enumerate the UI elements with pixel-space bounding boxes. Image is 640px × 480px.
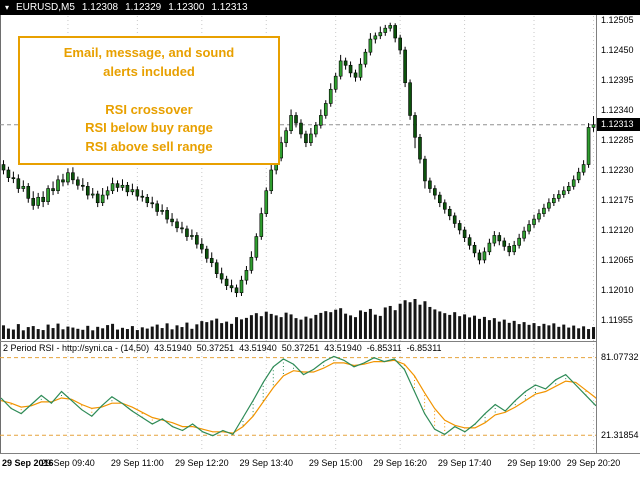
- rsi-axis-label: 81.07732: [601, 352, 639, 363]
- rsi-indicator-name: 2 Period RSI - http://syni.ca - (14,50): [3, 343, 150, 353]
- price-axis-label: 1.11955: [601, 314, 633, 325]
- time-axis-label: 29 Sep 17:40: [437, 458, 492, 468]
- price-axis-label: 1.12395: [601, 74, 634, 85]
- price-axis[interactable]: 1.12313 1.12505 1.12450 1.12395 1.12340 1.12…: [596, 15, 640, 453]
- alert-box-line: Email, message, and sound: [63, 45, 235, 60]
- ohlc-low-value: 1.12300: [168, 2, 205, 13]
- symbol-timeframe-label: EURUSD,M5: [16, 2, 75, 13]
- rsi-signal-line: [0, 359, 597, 434]
- alert-box-line: [28, 82, 270, 101]
- price-axis-label: 1.12120: [601, 224, 634, 235]
- volume-histogram: [1, 299, 596, 339]
- price-axis-label: 1.12175: [601, 194, 634, 205]
- price-axis-label: 1.12450: [601, 44, 634, 55]
- ohlc-close-value: 1.12313: [211, 2, 248, 13]
- rsi-indicator-value: -6.85311: [406, 343, 442, 353]
- chart-symbol-icon: ▾: [5, 3, 10, 12]
- rsi-indicator-value: -6.85311: [366, 343, 402, 353]
- time-axis-label: 29 Sep 11:00: [110, 458, 164, 468]
- rsi-indicator-value: 43.51940: [324, 343, 362, 353]
- time-axis-label: 29 Sep 16:20: [373, 458, 427, 468]
- rsi-indicator-value: 43.51940: [154, 343, 192, 353]
- candlesticks: [1, 22, 596, 298]
- alert-box-line: RSI above sell range: [85, 139, 213, 155]
- current-price-badge: 1.12313: [597, 118, 640, 132]
- alert-box-line: RSI crossover: [105, 101, 193, 117]
- rsi-indicator-label: 2 Period RSI - http://syni.ca - (14,50) 4…: [3, 343, 447, 353]
- current-price-value: 1.12313: [601, 119, 634, 130]
- time-axis-label: 29 Sep 09:40: [41, 458, 95, 468]
- ohlc-high-value: 1.12329: [125, 2, 162, 13]
- time-axis-label: 29 Sep 19:00: [507, 458, 561, 468]
- price-axis-label: 1.12340: [601, 104, 634, 115]
- time-axis-label: 29 Sep 2016: [2, 458, 54, 468]
- rsi-indicator-value: 50.37251: [281, 343, 320, 353]
- price-axis-label: 1.12010: [601, 284, 634, 295]
- price-axis-label: 1.12065: [601, 254, 634, 265]
- time-axis[interactable]: 29 Sep 2016 29 Sep 09:40 29 Sep 11:00 29 Se…: [0, 453, 640, 480]
- price-axis-label: 1.12230: [601, 164, 634, 175]
- alert-box-line: RSI below buy range: [85, 120, 213, 136]
- time-axis-label: 29 Sep 13:40: [239, 458, 294, 468]
- rsi-indicator-value: 50.37251: [196, 343, 235, 353]
- rsi-indicator: [0, 355, 597, 437]
- price-axis-label: 1.12285: [601, 134, 634, 145]
- rsi-axis-label: 21.31854: [601, 429, 639, 440]
- time-axis-label: 29 Sep 15:00: [308, 458, 363, 468]
- alert-box: Email, message, and sound alerts included…: [18, 36, 280, 166]
- time-axis-label: 29 Sep 20:20: [566, 458, 621, 468]
- rsi-main-line: [0, 355, 597, 437]
- price-axis-label: 1.12505: [601, 14, 634, 25]
- ohlc-open-value: 1.12308: [81, 2, 119, 13]
- time-axis-label: 29 Sep 12:20: [175, 458, 229, 468]
- rsi-indicator-value: 43.51940: [239, 343, 277, 353]
- chart-titlebar: ▾ EURUSD,M5 1.12308 1.12329 1.12300 1.12…: [0, 0, 640, 15]
- alert-box-line: alerts included: [103, 63, 195, 79]
